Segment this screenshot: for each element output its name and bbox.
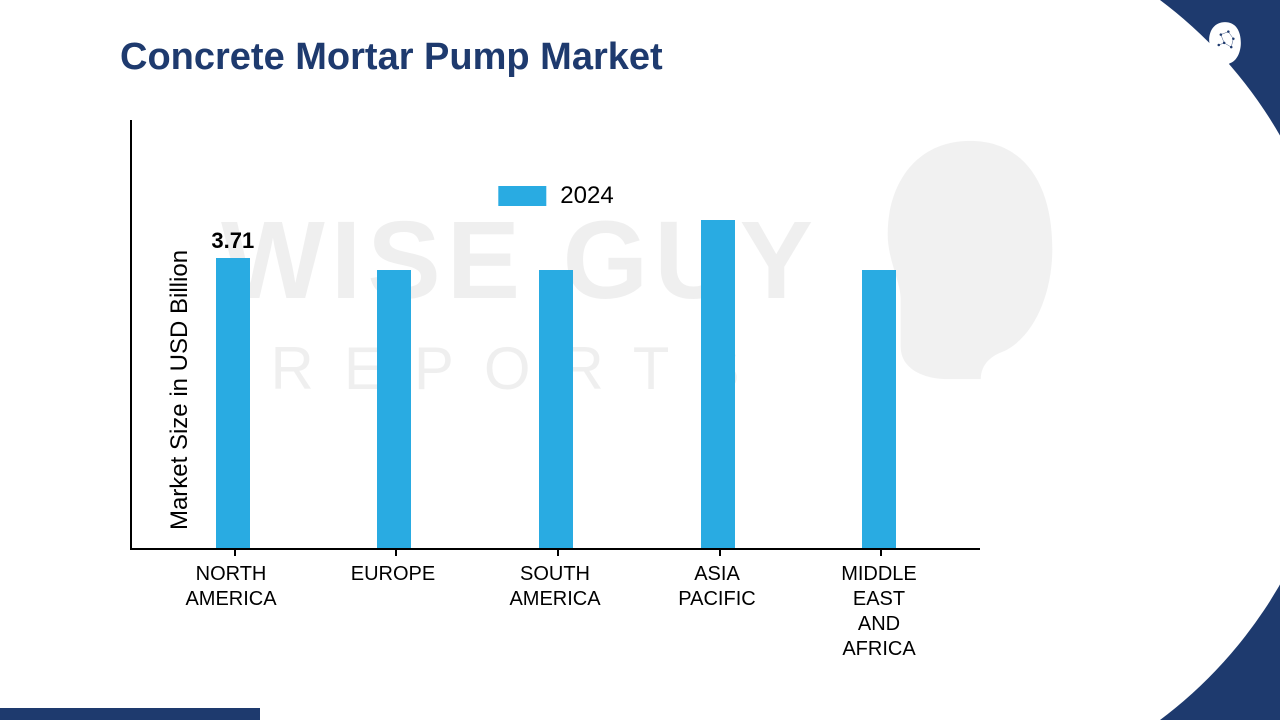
brand-line1: WISE GUY [1020, 29, 1196, 61]
x-axis-label: NORTH AMERICA [156, 556, 306, 660]
bars-container: 3.71 [132, 120, 980, 548]
brand-head-icon [1200, 20, 1250, 70]
bar [377, 270, 411, 548]
x-tick [719, 548, 721, 556]
bar-group: 3.71 [158, 228, 308, 548]
bar-group [804, 240, 954, 548]
x-axis-label: ASIA PACIFIC [642, 556, 792, 660]
x-tick [395, 548, 397, 556]
x-tick [880, 548, 882, 556]
bar-group [481, 240, 631, 548]
x-tick [234, 548, 236, 556]
bar [539, 270, 573, 548]
report-chart-canvas: WISE GUY REPORTS WISE GUY [0, 0, 1280, 720]
bar [701, 220, 735, 548]
x-axis-label: EUROPE [318, 556, 468, 660]
brand-logo: WISE GUY R E P O R T S [1017, 20, 1250, 92]
bar [862, 270, 896, 548]
brand-line2: R E P O R T S [1017, 74, 1250, 92]
x-labels-container: NORTH AMERICAEUROPESOUTH AMERICAASIA PAC… [130, 556, 980, 660]
plot-area: 2024 3.71 [130, 120, 980, 550]
bar-chart: Market Size in USD Billion 2024 3.71 NOR… [100, 120, 980, 660]
chart-title: Concrete Mortar Pump Market [120, 36, 663, 79]
x-axis-label: MIDDLE EAST AND AFRICA [804, 556, 954, 660]
bar-group [643, 190, 793, 548]
x-axis-label: SOUTH AMERICA [480, 556, 630, 660]
bar-value-label: 3.71 [211, 228, 254, 254]
x-tick [557, 548, 559, 556]
bar [216, 258, 250, 548]
bottom-accent-bar [0, 708, 260, 720]
bar-group [319, 240, 469, 548]
